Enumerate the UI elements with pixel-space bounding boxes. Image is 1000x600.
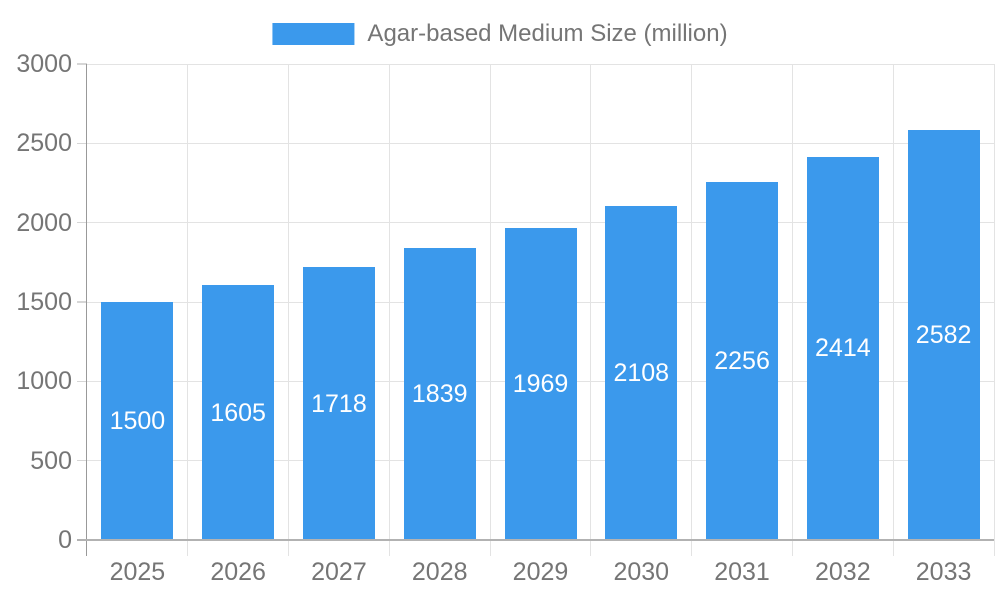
x-tick-label: 2030 (613, 558, 670, 586)
x-tick-label: 2028 (411, 558, 468, 586)
gridline-vertical (288, 64, 290, 556)
gridline-horizontal (87, 63, 994, 65)
x-tick-label: 2032 (815, 558, 871, 586)
gridline-horizontal (87, 222, 994, 224)
y-tick-label: 3000 (16, 50, 72, 78)
bar (403, 248, 476, 540)
bar-value-label: 1605 (210, 398, 266, 427)
gridline-vertical (791, 64, 793, 556)
bar (605, 205, 678, 540)
y-axis-tick (77, 221, 87, 224)
x-tick-label: 2033 (915, 558, 972, 586)
y-tick-label: 1500 (16, 288, 72, 316)
y-axis-line (85, 64, 87, 556)
legend-label: Agar-based Medium Size (million) (367, 20, 728, 47)
y-axis-tick (77, 301, 87, 303)
gridline-vertical (993, 64, 995, 556)
y-axis-tick (77, 63, 87, 65)
y-tick-label: 0 (58, 526, 72, 554)
y-axis-tick (77, 142, 87, 145)
bar-value-label: 2256 (714, 347, 770, 376)
bar-value-label: 2414 (815, 334, 871, 363)
bar-value-label: 1969 (512, 369, 569, 398)
bar (202, 285, 275, 540)
y-tick-label: 2000 (16, 208, 72, 237)
bar (504, 227, 577, 540)
gridline-vertical (590, 64, 592, 556)
gridline-vertical (892, 64, 894, 556)
x-tick-label: 2031 (714, 558, 770, 586)
gridline-vertical (691, 64, 693, 556)
gridline-vertical (187, 64, 189, 556)
bar (706, 182, 779, 540)
legend[interactable]: Agar-based Medium Size (million) (272, 20, 728, 48)
gridline-vertical (489, 64, 491, 556)
bar (101, 302, 174, 540)
bar (907, 130, 980, 540)
y-tick-label: 1000 (16, 367, 72, 396)
x-axis-line (77, 539, 994, 541)
bar-value-label: 1839 (411, 380, 468, 409)
bar-value-label: 2108 (613, 358, 670, 387)
x-tick-label: 2025 (109, 558, 166, 586)
bar (302, 267, 375, 540)
legend-swatch (272, 23, 355, 45)
y-tick-label: 2500 (16, 129, 72, 158)
x-tick-label: 2026 (210, 558, 266, 586)
y-tick-label: 500 (30, 446, 72, 475)
x-tick-label: 2027 (311, 558, 367, 586)
gridline-horizontal (87, 142, 994, 144)
bar-value-label: 2582 (915, 321, 972, 350)
bar-value-label: 1500 (109, 407, 166, 435)
gridline-vertical (388, 64, 390, 556)
y-axis-tick (77, 380, 87, 383)
y-axis-tick (77, 459, 87, 462)
bar (806, 156, 879, 540)
bar-value-label: 1718 (311, 389, 367, 418)
x-tick-label: 2029 (512, 558, 569, 586)
